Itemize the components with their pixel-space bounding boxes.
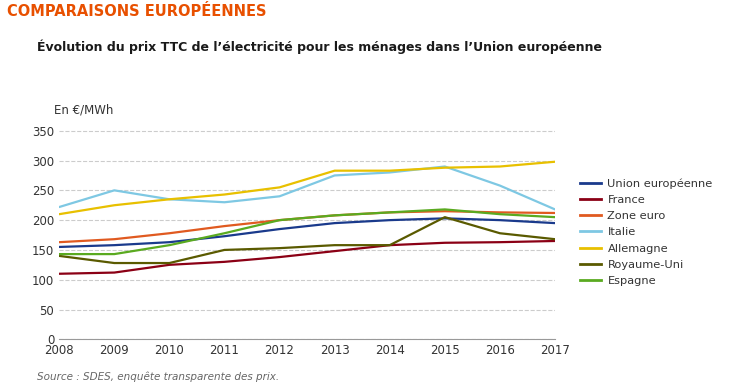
Allemagne: [220, 192, 229, 197]
Royaume-Uni: [386, 243, 394, 248]
France: [55, 271, 64, 276]
Royaume-Uni: [496, 231, 505, 236]
Zone euro: [440, 209, 449, 214]
Espagne: [275, 218, 284, 222]
Union européenne: [275, 227, 284, 231]
France: [165, 262, 174, 267]
Legend: Union européenne, France, Zone euro, Italie, Allemagne, Royaume-Uni, Espagne: Union européenne, France, Zone euro, Ita…: [576, 174, 717, 291]
Italie: [440, 164, 449, 169]
France: [551, 239, 559, 243]
Line: Zone euro: Zone euro: [59, 211, 555, 242]
Italie: [330, 173, 339, 178]
Italie: [275, 194, 284, 199]
Zone euro: [551, 211, 559, 215]
Royaume-Uni: [275, 246, 284, 250]
Espagne: [440, 207, 449, 212]
Royaume-Uni: [440, 215, 449, 220]
Line: Italie: Italie: [59, 167, 555, 209]
France: [386, 243, 394, 248]
Union européenne: [496, 218, 505, 222]
Zone euro: [110, 237, 118, 241]
Espagne: [55, 252, 64, 257]
Espagne: [386, 210, 394, 215]
Line: Union européenne: Union européenne: [59, 218, 555, 247]
Zone euro: [330, 213, 339, 218]
Line: Royaume-Uni: Royaume-Uni: [59, 217, 555, 263]
Union européenne: [551, 221, 559, 225]
Zone euro: [386, 210, 394, 215]
Italie: [220, 200, 229, 205]
Espagne: [165, 243, 174, 248]
Royaume-Uni: [165, 261, 174, 265]
Espagne: [110, 252, 118, 257]
Allemagne: [275, 185, 284, 190]
Union européenne: [55, 245, 64, 249]
Zone euro: [496, 210, 505, 215]
Allemagne: [330, 168, 339, 173]
Espagne: [496, 212, 505, 216]
Line: France: France: [59, 241, 555, 274]
Zone euro: [220, 224, 229, 229]
Text: COMPARAISONS EUROPÉENNES: COMPARAISONS EUROPÉENNES: [7, 4, 267, 19]
Allemagne: [496, 164, 505, 169]
Royaume-Uni: [330, 243, 339, 248]
Italie: [386, 170, 394, 175]
Line: Allemagne: Allemagne: [59, 162, 555, 214]
Espagne: [220, 231, 229, 236]
Italie: [55, 205, 64, 209]
Allemagne: [165, 197, 174, 202]
Zone euro: [165, 231, 174, 236]
Allemagne: [551, 160, 559, 164]
Union européenne: [220, 234, 229, 239]
France: [110, 270, 118, 275]
Allemagne: [440, 165, 449, 170]
Royaume-Uni: [110, 261, 118, 265]
Zone euro: [55, 240, 64, 245]
Zone euro: [275, 218, 284, 222]
Italie: [496, 183, 505, 188]
France: [330, 249, 339, 254]
Allemagne: [110, 203, 118, 207]
Union européenne: [386, 218, 394, 222]
France: [440, 240, 449, 245]
Line: Espagne: Espagne: [59, 209, 555, 254]
Text: En €/MWh: En €/MWh: [54, 103, 114, 116]
France: [275, 255, 284, 259]
Union européenne: [330, 221, 339, 225]
Italie: [165, 197, 174, 202]
France: [496, 240, 505, 245]
France: [220, 259, 229, 264]
Union européenne: [440, 216, 449, 221]
Espagne: [330, 213, 339, 218]
Union européenne: [110, 243, 118, 248]
Espagne: [551, 215, 559, 220]
Allemagne: [55, 212, 64, 216]
Union européenne: [165, 240, 174, 245]
Italie: [110, 188, 118, 193]
Royaume-Uni: [551, 237, 559, 241]
Allemagne: [386, 168, 394, 173]
Royaume-Uni: [55, 254, 64, 258]
Royaume-Uni: [220, 248, 229, 252]
Italie: [551, 207, 559, 212]
Text: Source : SDES, enquête transparente des prix.: Source : SDES, enquête transparente des …: [37, 372, 279, 382]
Text: Évolution du prix TTC de l’électricité pour les ménages dans l’Union européenne: Évolution du prix TTC de l’électricité p…: [37, 39, 602, 53]
